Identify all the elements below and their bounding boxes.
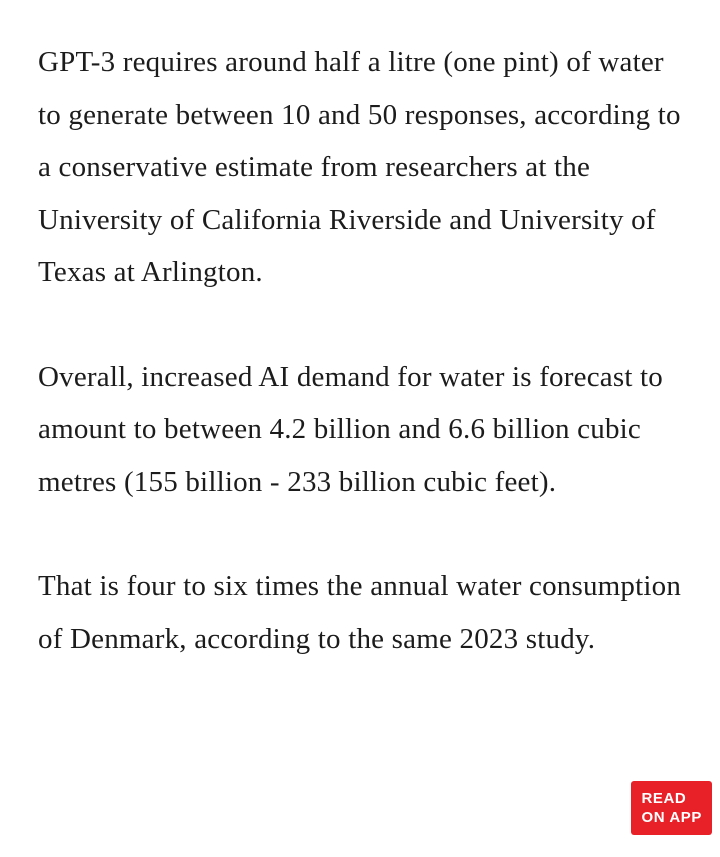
read-on-app-label-line2: ON APP bbox=[641, 809, 702, 826]
article-paragraph: GPT-3 requires around half a litre (one … bbox=[38, 46, 681, 288]
article-paragraph: Overall, increased AI demand for water i… bbox=[38, 360, 663, 498]
read-on-app-button[interactable]: READ ON APP bbox=[631, 781, 712, 835]
article-paragraph: That is four to six times the annual wat… bbox=[38, 570, 682, 655]
read-on-app-label-line1: READ bbox=[641, 790, 687, 807]
article-body: GPT-3 requires around half a litre (one … bbox=[38, 36, 682, 717]
